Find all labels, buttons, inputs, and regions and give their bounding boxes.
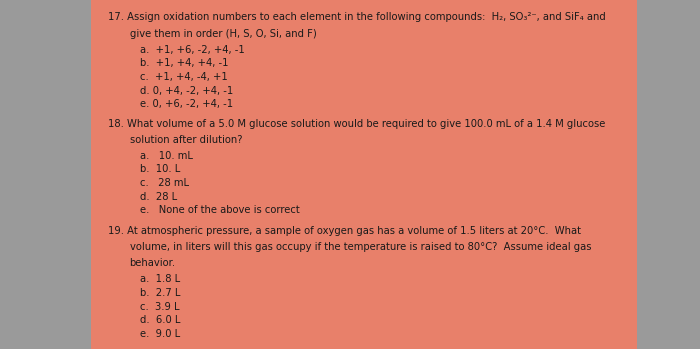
Text: give them in order (H, S, O, Si, and F): give them in order (H, S, O, Si, and F) (130, 29, 316, 39)
Text: e.   None of the above is correct: e. None of the above is correct (140, 205, 300, 215)
Text: c.  3.9 L: c. 3.9 L (140, 302, 179, 312)
Text: d.  28 L: d. 28 L (140, 192, 177, 202)
Text: c.   28 mL: c. 28 mL (140, 178, 189, 188)
Text: solution after dilution?: solution after dilution? (130, 135, 242, 145)
Text: behavior.: behavior. (130, 258, 176, 268)
Text: 17. Assign oxidation numbers to each element in the following compounds:  H₂, SO: 17. Assign oxidation numbers to each ele… (108, 12, 606, 22)
Text: b.  10. L: b. 10. L (140, 164, 181, 174)
Text: c.  +1, +4, -4, +1: c. +1, +4, -4, +1 (140, 72, 228, 82)
Text: a.  +1, +6, -2, +4, -1: a. +1, +6, -2, +4, -1 (140, 45, 245, 55)
Text: a.   10. mL: a. 10. mL (140, 151, 193, 161)
Text: d.  6.0 L: d. 6.0 L (140, 315, 181, 325)
Text: 19. At atmospheric pressure, a sample of oxygen gas has a volume of 1.5 liters a: 19. At atmospheric pressure, a sample of… (108, 226, 582, 236)
Text: volume, in liters will this gas occupy if the temperature is raised to 80°C?  As: volume, in liters will this gas occupy i… (130, 242, 591, 252)
Text: e.  9.0 L: e. 9.0 L (140, 329, 180, 339)
Text: 18. What volume of a 5.0 M glucose solution would be required to give 100.0 mL o: 18. What volume of a 5.0 M glucose solut… (108, 119, 606, 129)
Text: b.  2.7 L: b. 2.7 L (140, 288, 181, 298)
FancyBboxPatch shape (91, 0, 637, 349)
Polygon shape (91, 0, 637, 349)
Text: e. 0, +6, -2, +4, -1: e. 0, +6, -2, +4, -1 (140, 99, 233, 109)
Text: a.  1.8 L: a. 1.8 L (140, 274, 180, 284)
Text: b.  +1, +4, +4, -1: b. +1, +4, +4, -1 (140, 58, 228, 68)
Text: d. 0, +4, -2, +4, -1: d. 0, +4, -2, +4, -1 (140, 86, 233, 96)
